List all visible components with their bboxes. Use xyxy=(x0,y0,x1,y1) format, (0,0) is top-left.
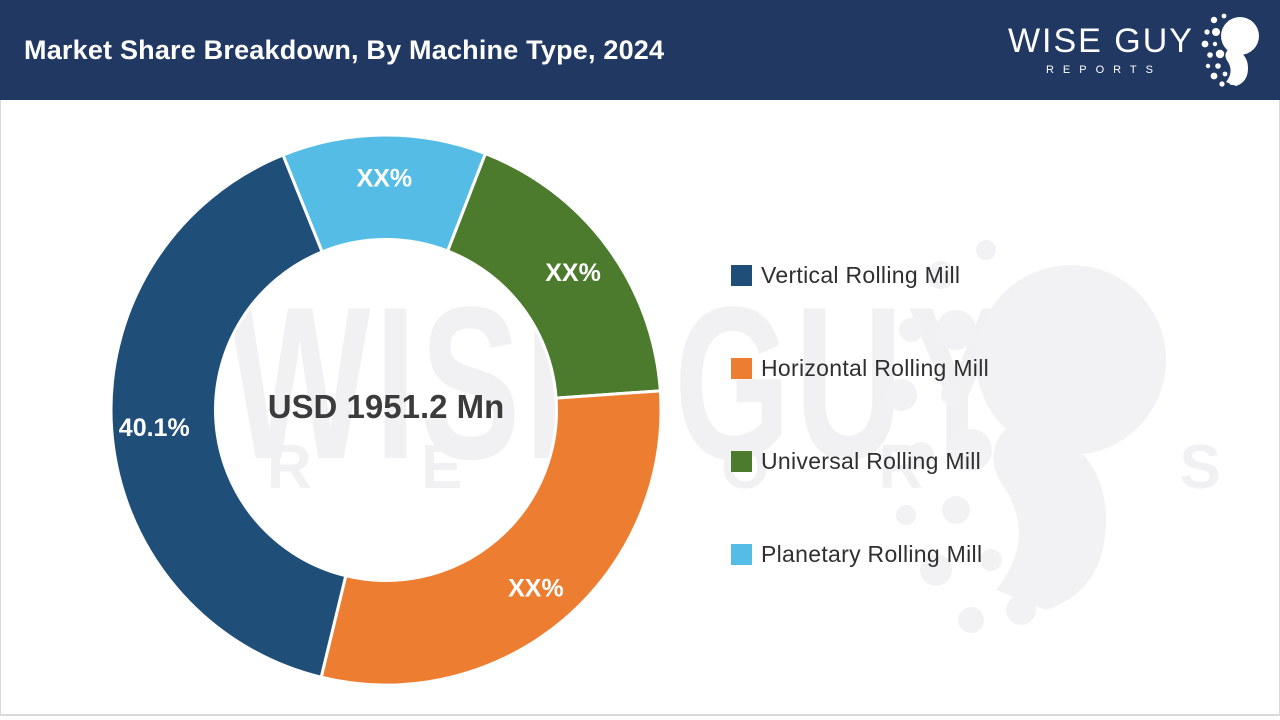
legend-item-planetary-rolling-mill: Planetary Rolling Mill xyxy=(731,541,989,568)
pie-segment-horizontal-rolling-mill xyxy=(319,389,663,687)
chart-legend: Vertical Rolling Mill Horizontal Rolling… xyxy=(731,262,989,568)
brand-subname: REPORTS xyxy=(1045,64,1162,76)
brand-name: WISE GUY xyxy=(1007,22,1194,60)
brand-logo: WISE GUY REPORTS xyxy=(1008,10,1262,90)
watermark-face-icon xyxy=(885,240,1166,633)
pie-segment-vertical-rolling-mill xyxy=(109,153,348,679)
chart-canvas: WISE GUY R E P O R T S XX% XX% XX% 40.1% US… xyxy=(0,100,1280,716)
pie-segment-label: XX% xyxy=(508,575,564,603)
brand-face-icon xyxy=(1201,13,1259,87)
donut-chart: XX% XX% XX% 40.1% xyxy=(109,133,663,687)
legend-swatch xyxy=(731,544,752,565)
donut-center-value: USD 1951.2 Mn xyxy=(267,388,505,425)
page-title: Market Share Breakdown, By Machine Type,… xyxy=(24,34,665,65)
legend-label: Planetary Rolling Mill xyxy=(761,541,983,567)
legend-swatch xyxy=(731,358,752,379)
legend-swatch xyxy=(731,265,752,286)
pie-segment-label: 40.1% xyxy=(119,414,190,442)
legend-item-horizontal-rolling-mill: Horizontal Rolling Mill xyxy=(731,355,989,382)
legend-swatch xyxy=(731,451,752,472)
legend-label: Horizontal Rolling Mill xyxy=(761,355,990,381)
header-bar: Market Share Breakdown, By Machine Type,… xyxy=(0,0,1280,100)
pie-segment-universal-rolling-mill xyxy=(446,152,662,400)
legend-item-universal-rolling-mill: Universal Rolling Mill xyxy=(731,448,989,475)
brand-logo-text: WISE GUY REPORTS xyxy=(1008,24,1194,76)
legend-label: Vertical Rolling Mill xyxy=(761,262,961,288)
pie-segment-label: XX% xyxy=(357,165,413,193)
legend-item-vertical-rolling-mill: Vertical Rolling Mill xyxy=(731,262,989,289)
legend-label: Universal Rolling Mill xyxy=(761,448,982,474)
pie-segment-label: XX% xyxy=(545,259,601,287)
